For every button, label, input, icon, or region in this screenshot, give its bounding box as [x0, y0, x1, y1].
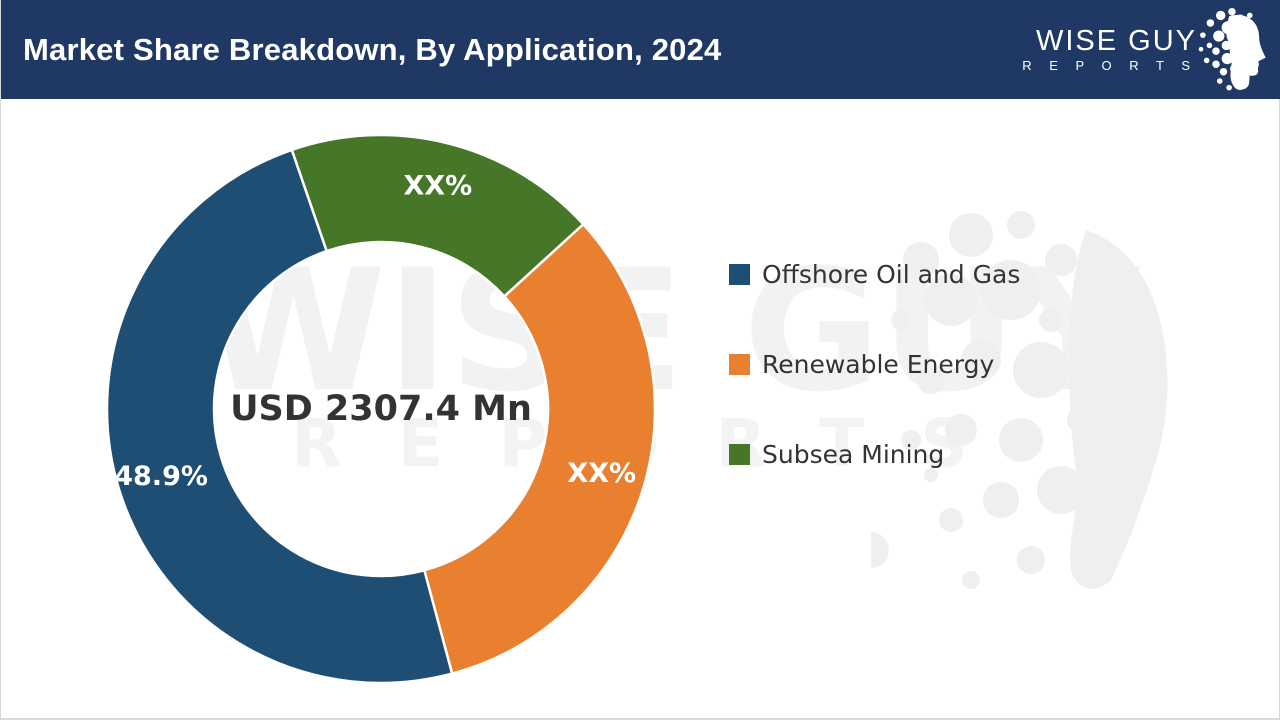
slice-percentage-label: XX% [403, 171, 472, 202]
header-bar: Market Share Breakdown, By Application, … [1, 0, 1280, 99]
legend-label: Subsea Mining [762, 439, 945, 469]
legend-item-offshore-oil-and-gas: Offshore Oil and Gas [729, 259, 1021, 289]
chart-center-value: USD 2307.4 Mn [230, 389, 532, 429]
donut-slice-subsea-mining [290, 133, 586, 299]
slice-percentage-label: 48.9% [114, 461, 208, 492]
logo-subtitle: R E P O R T S [1022, 58, 1197, 73]
logo-name: WISE GUY [1035, 25, 1197, 57]
wise-guy-logo: WISE GUY R E P O R T S [1019, 4, 1269, 96]
donut-slice-offshore-oil-and-gas [105, 148, 454, 685]
chart-legend: Offshore Oil and Gas Renewable Energy Su… [729, 260, 1020, 530]
legend-swatch-icon [729, 443, 750, 465]
legend-item-renewable-energy: Renewable Energy [729, 349, 1020, 379]
legend-label: Offshore Oil and Gas [762, 259, 1021, 289]
legend-swatch-icon [729, 353, 750, 375]
legend-label: Renewable Energy [762, 349, 995, 379]
donut-chart: XX% XX% 48.9% [105, 133, 657, 685]
slice-percentage-label: XX% [567, 458, 636, 489]
legend-item-subsea-mining: Subsea Mining [729, 439, 1020, 469]
legend-swatch-icon [729, 263, 750, 285]
donut-slice-renewable-energy [422, 222, 657, 676]
logo-head-icon [1198, 7, 1266, 91]
page-title: Market Share Breakdown, By Application, … [23, 31, 722, 67]
